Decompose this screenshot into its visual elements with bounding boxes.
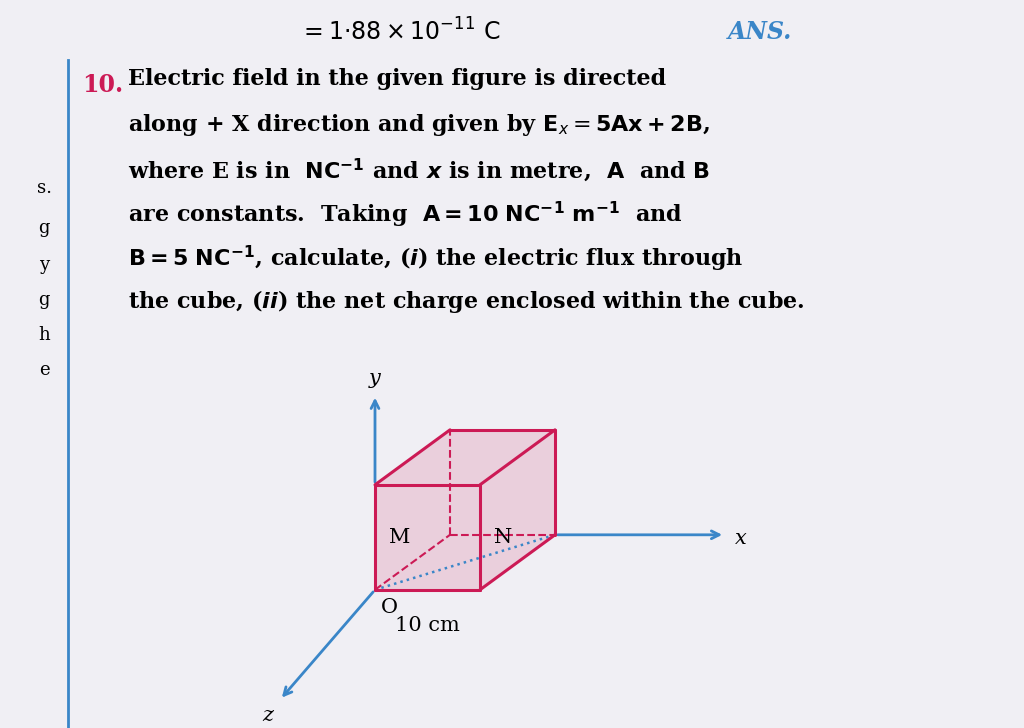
Text: are constants.  Taking  $\mathbf{A = 10\ NC^{-1}\ m^{-1}}$  and: are constants. Taking $\mathbf{A = 10\ N… bbox=[128, 200, 683, 230]
Text: y: y bbox=[369, 369, 381, 388]
Text: 10 cm: 10 cm bbox=[395, 617, 460, 636]
Text: along + X direction and given by $\mathbf{E}_x = \mathbf{5Ax + 2B}$,: along + X direction and given by $\mathb… bbox=[128, 112, 710, 138]
Text: h: h bbox=[38, 326, 50, 344]
Text: ANS.: ANS. bbox=[728, 20, 793, 44]
Text: 10.: 10. bbox=[82, 73, 123, 97]
Text: N: N bbox=[494, 528, 512, 547]
Text: where E is in  $\mathbf{NC^{-1}}$ and $\boldsymbol{x}$ is in metre,  $\mathbf{A}: where E is in $\mathbf{NC^{-1}}$ and $\b… bbox=[128, 156, 711, 183]
Text: x: x bbox=[735, 529, 746, 548]
Text: the cube, ($\boldsymbol{ii}$) the net charge enclosed within the cube.: the cube, ($\boldsymbol{ii}$) the net ch… bbox=[128, 288, 805, 315]
Text: y: y bbox=[39, 256, 49, 274]
Polygon shape bbox=[375, 485, 480, 590]
Polygon shape bbox=[480, 430, 555, 590]
Text: $= 1{\cdot}88 \times 10^{-11}\ \mathrm{C}$: $= 1{\cdot}88 \times 10^{-11}\ \mathrm{C… bbox=[299, 18, 501, 46]
Text: M: M bbox=[389, 528, 411, 547]
Text: Electric field in the given figure is directed: Electric field in the given figure is di… bbox=[128, 68, 667, 90]
Text: s.: s. bbox=[37, 179, 51, 197]
Text: $\mathbf{B = 5\ NC^{-1}}$, calculate, ($\boldsymbol{i}$) the electric flux throu: $\mathbf{B = 5\ NC^{-1}}$, calculate, ($… bbox=[128, 244, 743, 274]
Text: e: e bbox=[39, 361, 49, 379]
Text: g: g bbox=[38, 219, 50, 237]
Text: g: g bbox=[38, 291, 50, 309]
Text: O: O bbox=[381, 598, 398, 617]
Text: z: z bbox=[262, 706, 273, 725]
Polygon shape bbox=[375, 430, 555, 485]
